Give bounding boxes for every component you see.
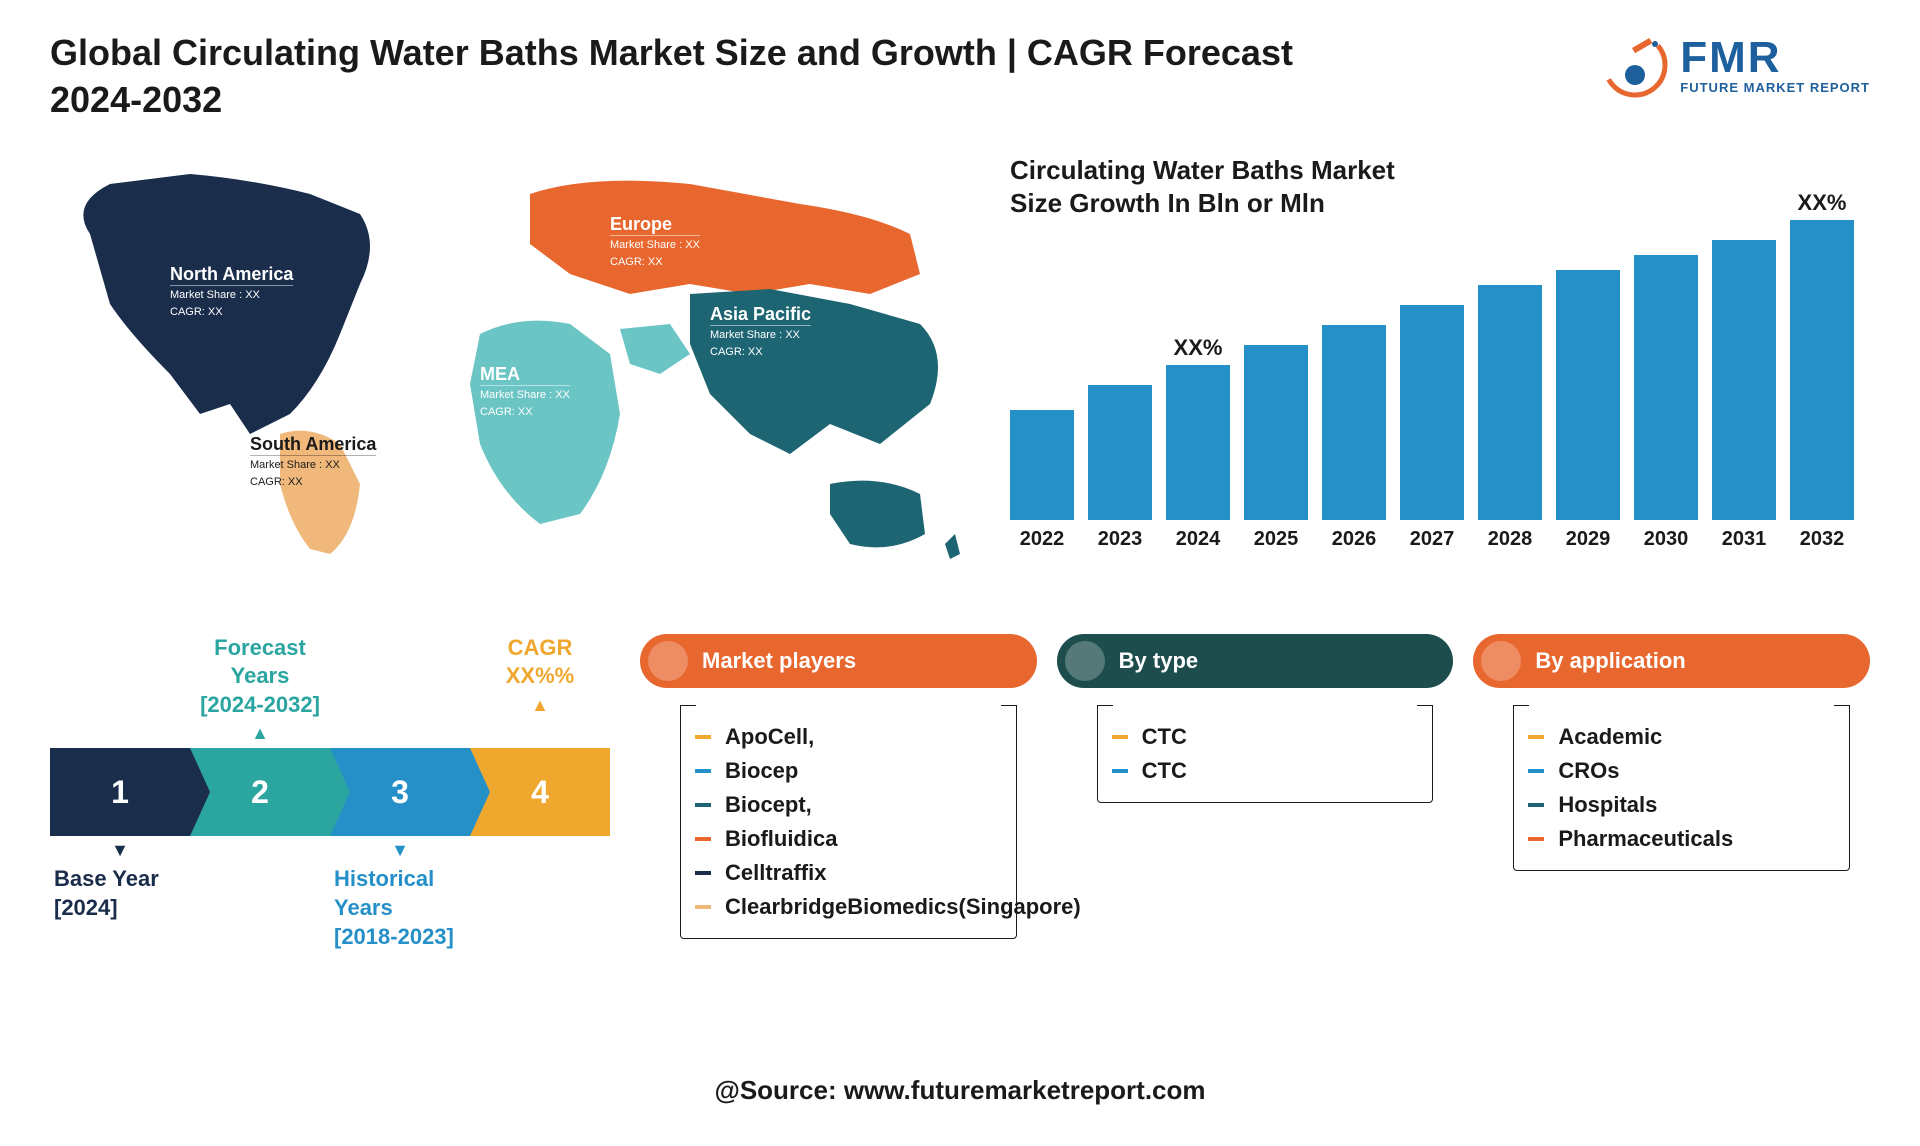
pill-dot-icon [1065, 641, 1105, 681]
logo-subtitle: FUTURE MARKET REPORT [1680, 80, 1870, 95]
category-title: By application [1535, 648, 1685, 674]
timeline-segment: 2 [190, 748, 330, 836]
bar-year-label: 2031 [1722, 528, 1767, 551]
list-item: CROs [1528, 754, 1829, 788]
list-item: Biofluidica [695, 822, 996, 856]
bar-column: 2031 [1712, 240, 1776, 551]
bar-annotation: XX% [1174, 335, 1223, 361]
bar [1790, 220, 1854, 520]
category-pill: Market players [640, 634, 1037, 688]
bar-chart: 2022 2023 XX% 2024 2025 2026 2027 2028 2029 2030 2… [1010, 241, 1870, 551]
telescope-icon [1600, 30, 1670, 100]
list-item: ApoCell, [695, 720, 996, 754]
category-pill: By type [1057, 634, 1454, 688]
region-label: North AmericaMarket Share : XXCAGR: XX [170, 264, 293, 321]
bar [1556, 270, 1620, 520]
bar-year-label: 2028 [1488, 528, 1533, 551]
category-column: By application AcademicCROsHospitalsPhar… [1473, 634, 1870, 952]
bar-column: 2027 [1400, 305, 1464, 551]
category-pill: By application [1473, 634, 1870, 688]
bar [1088, 385, 1152, 520]
bar-year-label: 2022 [1020, 528, 1065, 551]
bar-year-label: 2024 [1176, 528, 1221, 551]
bar-column: XX% 2024 [1166, 335, 1230, 551]
region-label: Asia PacificMarket Share : XXCAGR: XX [710, 304, 811, 361]
bar-column: 2029 [1556, 270, 1620, 551]
bar-column: 2022 [1010, 410, 1074, 551]
source-attribution: @Source: www.futuremarketreport.com [714, 1075, 1205, 1106]
bar-column: 2025 [1244, 345, 1308, 551]
bar [1010, 410, 1074, 520]
list-item: ClearbridgeBiomedics(Singapore) [695, 890, 996, 924]
bar [1634, 255, 1698, 520]
bar-year-label: 2032 [1800, 528, 1845, 551]
world-map: North AmericaMarket Share : XXCAGR: XX So… [50, 154, 970, 574]
pill-dot-icon [648, 641, 688, 681]
list-item: Pharmaceuticals [1528, 822, 1829, 856]
list-item: Hospitals [1528, 788, 1829, 822]
category-list: ApoCell,BiocepBiocept,BiofluidicaCelltra… [680, 706, 1017, 939]
pill-dot-icon [1481, 641, 1521, 681]
category-title: By type [1119, 648, 1198, 674]
bar [1244, 345, 1308, 520]
bar-year-label: 2030 [1644, 528, 1689, 551]
bar-year-label: 2023 [1098, 528, 1143, 551]
bar-column: 2023 [1088, 385, 1152, 551]
category-column: By type CTCCTC [1057, 634, 1454, 952]
bar-year-label: 2025 [1254, 528, 1299, 551]
category-list: CTCCTC [1097, 706, 1434, 803]
bar-chart-title: Circulating Water Baths Market Size Grow… [1010, 154, 1410, 222]
list-item: Academic [1528, 720, 1829, 754]
bar [1478, 285, 1542, 520]
bar-column: XX% 2032 [1790, 190, 1854, 551]
bar-year-label: 2029 [1566, 528, 1611, 551]
timeline-segment: 4 [470, 748, 610, 836]
list-item: CTC [1112, 754, 1413, 788]
logo: FMR FUTURE MARKET REPORT [1600, 30, 1870, 100]
bar [1166, 365, 1230, 520]
region-label: EuropeMarket Share : XXCAGR: XX [610, 214, 700, 271]
category-title: Market players [702, 648, 856, 674]
timeline-segment: 3 [330, 748, 470, 836]
list-item: Celltraffix [695, 856, 996, 890]
region-label: MEAMarket Share : XXCAGR: XX [480, 364, 570, 421]
bar-column: 2026 [1322, 325, 1386, 551]
list-item: CTC [1112, 720, 1413, 754]
list-item: Biocep [695, 754, 996, 788]
bar-year-label: 2026 [1332, 528, 1377, 551]
bar [1322, 325, 1386, 520]
region-label: South AmericaMarket Share : XXCAGR: XX [250, 434, 376, 491]
bar [1712, 240, 1776, 520]
bar-annotation: XX% [1798, 190, 1847, 216]
timeline: Forecast Years[2024-2032]▲CAGR XX%%▲1234… [50, 634, 610, 952]
page-title: Global Circulating Water Baths Market Si… [50, 30, 1350, 124]
timeline-segment: 1 [50, 748, 190, 836]
list-item: Biocept, [695, 788, 996, 822]
category-list: AcademicCROsHospitalsPharmaceuticals [1513, 706, 1850, 871]
bar-year-label: 2027 [1410, 528, 1455, 551]
bar-column: 2028 [1478, 285, 1542, 551]
bar-column: 2030 [1634, 255, 1698, 551]
logo-abbr: FMR [1680, 36, 1870, 80]
category-column: Market players ApoCell,BiocepBiocept,Bio… [640, 634, 1037, 952]
bar [1400, 305, 1464, 520]
